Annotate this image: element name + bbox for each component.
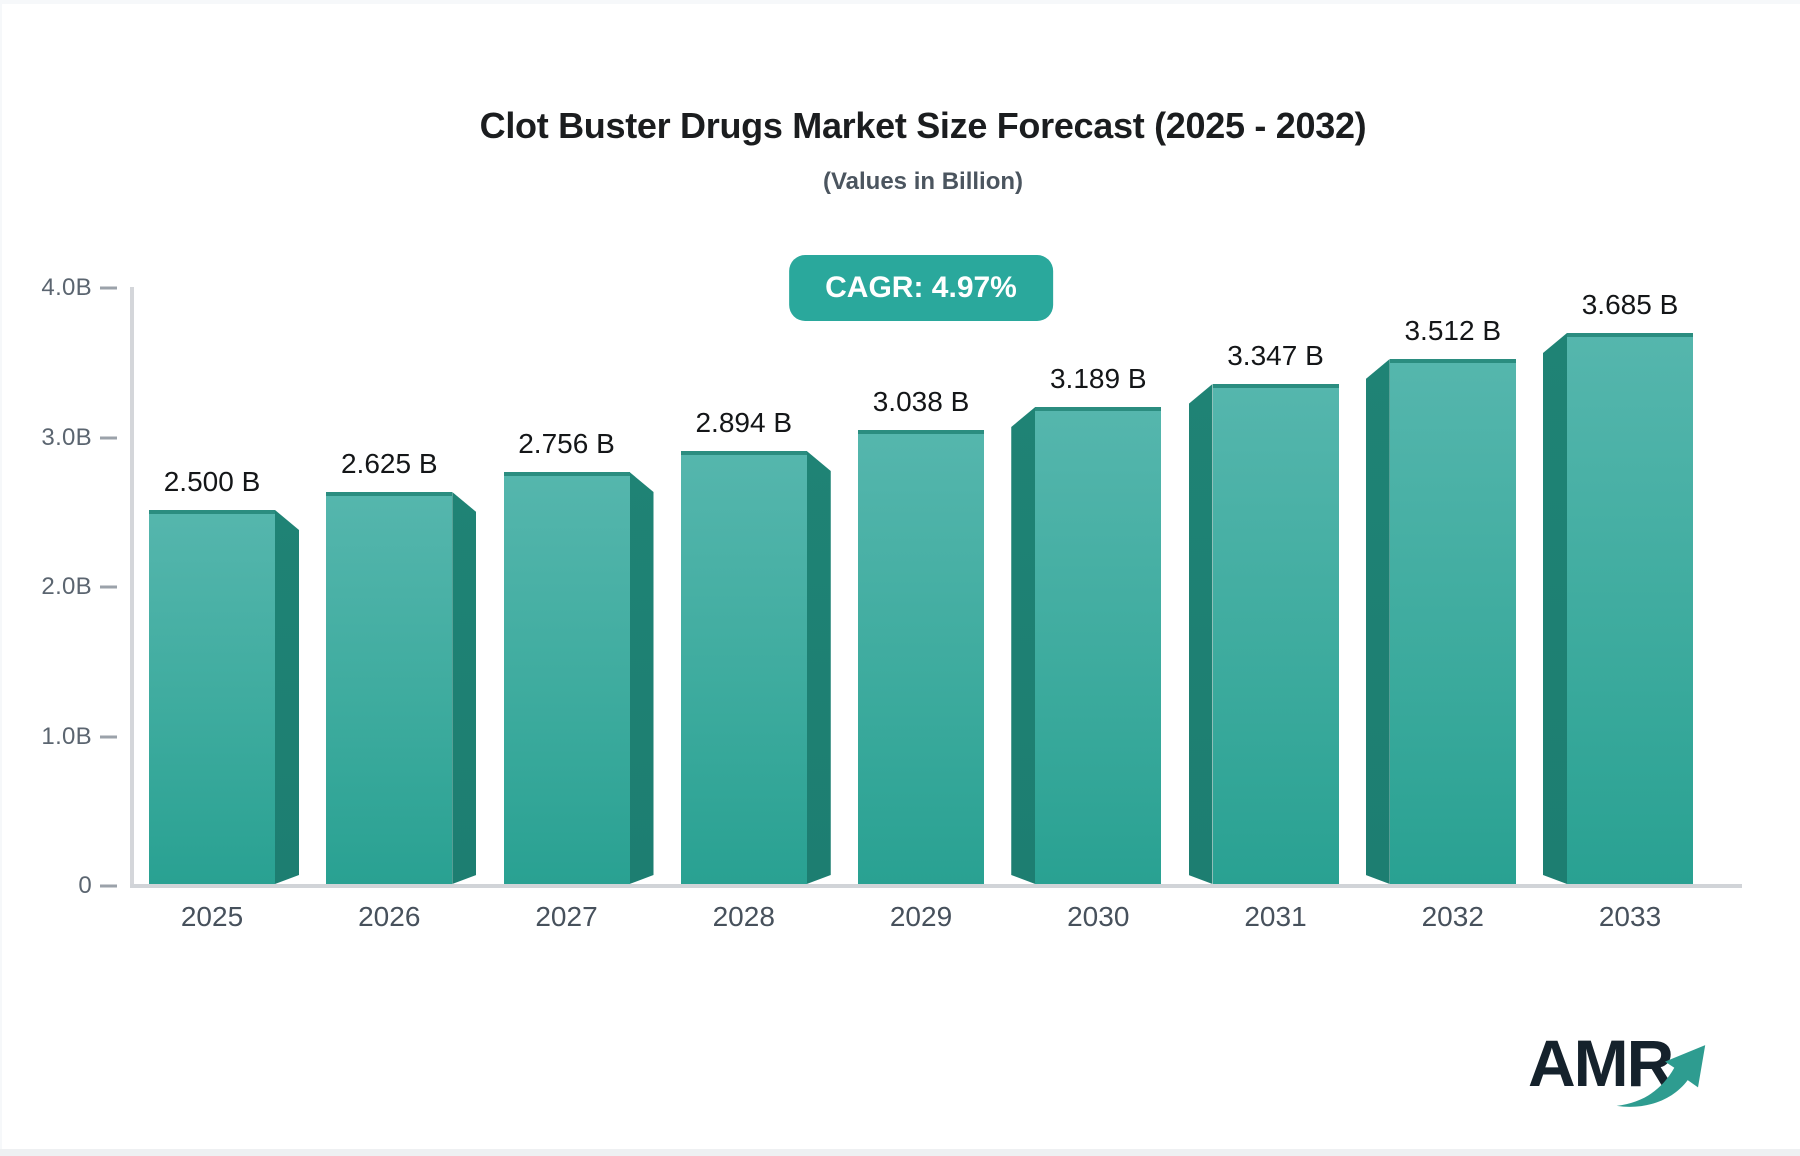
amr-logo-text: AMR: [1528, 1026, 1674, 1100]
bar-face: [149, 510, 275, 884]
x-axis-label-2031: 2031: [1244, 901, 1307, 932]
bar-value-label: 3.685 B: [1581, 289, 1679, 320]
bar-value-label: 3.512 B: [1404, 315, 1502, 346]
bar-side-panel: [275, 510, 299, 884]
bar-value-label: 2.500 B: [163, 466, 261, 497]
bar-2030: 3.189 B: [1011, 363, 1162, 884]
bar-2026: 2.625 B: [326, 448, 476, 884]
x-axis-label-2028: 2028: [712, 901, 775, 932]
chart-title: Clot Buster Drugs Market Size Forecast (…: [479, 105, 1367, 146]
growth-arrow-icon: [1616, 1045, 1706, 1107]
y-axis-tick-mark: [100, 735, 117, 738]
x-axis-label-2032: 2032: [1421, 901, 1484, 932]
y-axis-line: [130, 287, 134, 886]
y-axis-tick-mark: [100, 585, 117, 589]
top-edge-divider: [0, 0, 1800, 4]
bar-value-label: 2.756 B: [518, 428, 615, 459]
amr-logo: AMR: [1528, 1030, 1738, 1120]
bar-side-panel: [630, 472, 654, 884]
x-axis-label-2030: 2030: [1067, 901, 1130, 932]
bottom-edge-divider: [0, 1149, 1800, 1156]
bar-face: [503, 472, 630, 884]
y-axis-tick-mark: [100, 436, 117, 439]
y-axis-tick-label: 3.0B: [41, 423, 92, 451]
bar-face: [1035, 407, 1162, 884]
bar-2027: 2.756 B: [503, 428, 654, 884]
chart-subtitle: (Values in Billion): [822, 167, 1024, 195]
bar-2032: 3.512 B: [1366, 315, 1516, 884]
y-axis-tick-label: 1.0B: [41, 722, 92, 750]
x-axis-label-2027: 2027: [535, 901, 598, 932]
bar-face: [1212, 384, 1339, 884]
bar-side-panel: [1011, 407, 1035, 884]
bar-value-label: 3.347 B: [1227, 340, 1324, 371]
y-axis-tick-mark: [100, 884, 117, 888]
bar-face: [680, 451, 807, 884]
bar-side-panel: [452, 492, 476, 884]
bar-face: [1567, 333, 1693, 884]
cagr-badge: CAGR: 4.97%: [789, 255, 1053, 321]
bar-value-label: 3.189 B: [1049, 363, 1147, 394]
bar-value-label: 2.894 B: [695, 407, 793, 438]
chart-header: Clot Buster Drugs Market Size Forecast (…: [480, 0, 1367, 196]
bar-value-label: 3.038 B: [872, 386, 970, 417]
x-axis-label-2025: 2025: [180, 901, 244, 932]
bar-side-panel: [1543, 333, 1567, 884]
x-axis-label-2029: 2029: [889, 901, 953, 932]
bar-2033: 3.685 B: [1543, 289, 1693, 884]
y-axis-tick-mark: [100, 286, 117, 290]
bar-face: [858, 430, 984, 884]
x-axis-line: [130, 884, 1742, 888]
bar-2028: 2.894 B: [680, 407, 831, 884]
bar-2029: 3.038 B: [858, 386, 984, 884]
bar-2031: 3.347 B: [1189, 340, 1339, 884]
left-edge-divider: [0, 0, 2, 1156]
y-axis-tick-label: 0: [78, 872, 92, 899]
x-axis-label-2026: 2026: [358, 901, 421, 932]
bar-side-panel: [1189, 384, 1213, 884]
y-axis-tick-label: 2.0B: [41, 573, 92, 600]
bar-face: [1389, 359, 1516, 884]
bar-value-label: 2.625 B: [340, 448, 438, 479]
bar-side-panel: [1366, 359, 1390, 884]
bar-face: [326, 492, 453, 884]
x-axis-label-2033: 2033: [1598, 901, 1662, 932]
y-axis-tick-label: 4.0B: [41, 274, 92, 301]
bar-2025: 2.500 B: [149, 466, 299, 884]
bar-side-panel: [807, 451, 831, 884]
